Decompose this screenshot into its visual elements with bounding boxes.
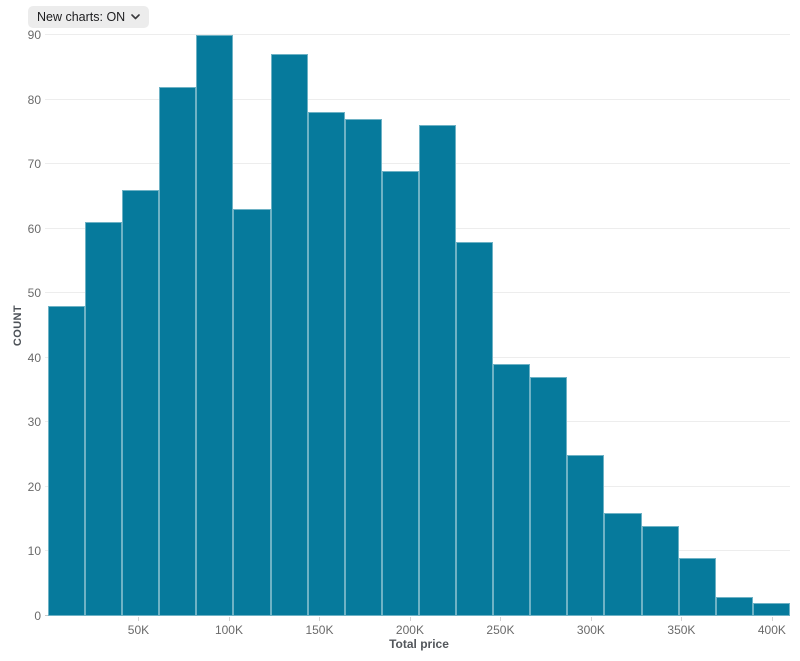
histogram-bar[interactable] bbox=[418, 125, 457, 616]
x-tick-label: 400K bbox=[757, 623, 786, 637]
y-tick-label: 10 bbox=[27, 544, 41, 559]
gridline bbox=[45, 163, 790, 165]
gridline bbox=[45, 98, 790, 100]
histogram-bar[interactable] bbox=[381, 170, 419, 616]
x-axis-title: Total price bbox=[389, 637, 449, 651]
histogram-plot bbox=[45, 34, 790, 616]
x-tick-mark bbox=[228, 617, 230, 621]
x-tick-label: 300K bbox=[576, 623, 605, 637]
x-tick-label: 200K bbox=[395, 623, 424, 637]
histogram-bar[interactable] bbox=[48, 306, 86, 616]
y-tick-label: 30 bbox=[27, 415, 41, 430]
x-tick-mark bbox=[500, 617, 502, 621]
y-tick-label: 40 bbox=[27, 350, 41, 365]
x-tick-mark bbox=[409, 617, 411, 621]
bars-container bbox=[48, 35, 790, 616]
y-tick-label: 50 bbox=[27, 286, 41, 301]
y-axis: 0 10 20 30 40 50 60 70 80 90 bbox=[0, 28, 41, 623]
x-tick-label: 100K bbox=[214, 623, 243, 637]
histogram-bar[interactable] bbox=[85, 222, 123, 616]
new-charts-toggle[interactable]: New charts: ON bbox=[28, 6, 150, 28]
y-tick-label: 20 bbox=[27, 479, 41, 494]
histogram-bar[interactable] bbox=[270, 54, 308, 616]
histogram-bar[interactable] bbox=[196, 35, 234, 616]
y-tick-label: 60 bbox=[27, 221, 41, 236]
histogram-bar[interactable] bbox=[752, 603, 790, 616]
histogram-bar[interactable] bbox=[307, 112, 345, 616]
y-tick-label: 80 bbox=[27, 92, 41, 107]
new-charts-toggle-label: New charts: ON bbox=[37, 10, 126, 24]
x-tick-label: 350K bbox=[667, 623, 696, 637]
x-tick-mark bbox=[771, 617, 773, 621]
chevron-down-icon bbox=[131, 14, 141, 20]
histogram-bar[interactable] bbox=[159, 86, 197, 616]
histogram-bar[interactable] bbox=[122, 189, 160, 616]
x-tick-label: 250K bbox=[486, 623, 515, 637]
histogram-bar[interactable] bbox=[641, 525, 679, 616]
x-tick-mark bbox=[681, 617, 683, 621]
gridline bbox=[45, 34, 790, 35]
y-tick-label: 70 bbox=[27, 157, 41, 172]
histogram-bar[interactable] bbox=[344, 118, 382, 616]
x-tick-mark bbox=[138, 617, 140, 621]
x-tick-label: 150K bbox=[305, 623, 334, 637]
histogram-bar[interactable] bbox=[456, 241, 494, 616]
histogram-bar[interactable] bbox=[678, 557, 716, 616]
y-tick-label: 0 bbox=[34, 609, 41, 623]
histogram-bar[interactable] bbox=[567, 454, 605, 616]
x-tick-mark bbox=[590, 617, 592, 621]
histogram-bar[interactable] bbox=[233, 209, 271, 616]
histogram-bar[interactable] bbox=[530, 377, 568, 616]
x-tick-label: 50K bbox=[127, 623, 150, 637]
histogram-bar[interactable] bbox=[715, 596, 753, 616]
x-axis: 50K 100K 150K 200K 250K 300K 350K 400K bbox=[48, 616, 790, 656]
histogram-bar[interactable] bbox=[493, 364, 531, 616]
x-tick-mark bbox=[319, 617, 321, 621]
histogram-bar[interactable] bbox=[604, 512, 642, 616]
y-tick-label: 90 bbox=[27, 28, 41, 42]
